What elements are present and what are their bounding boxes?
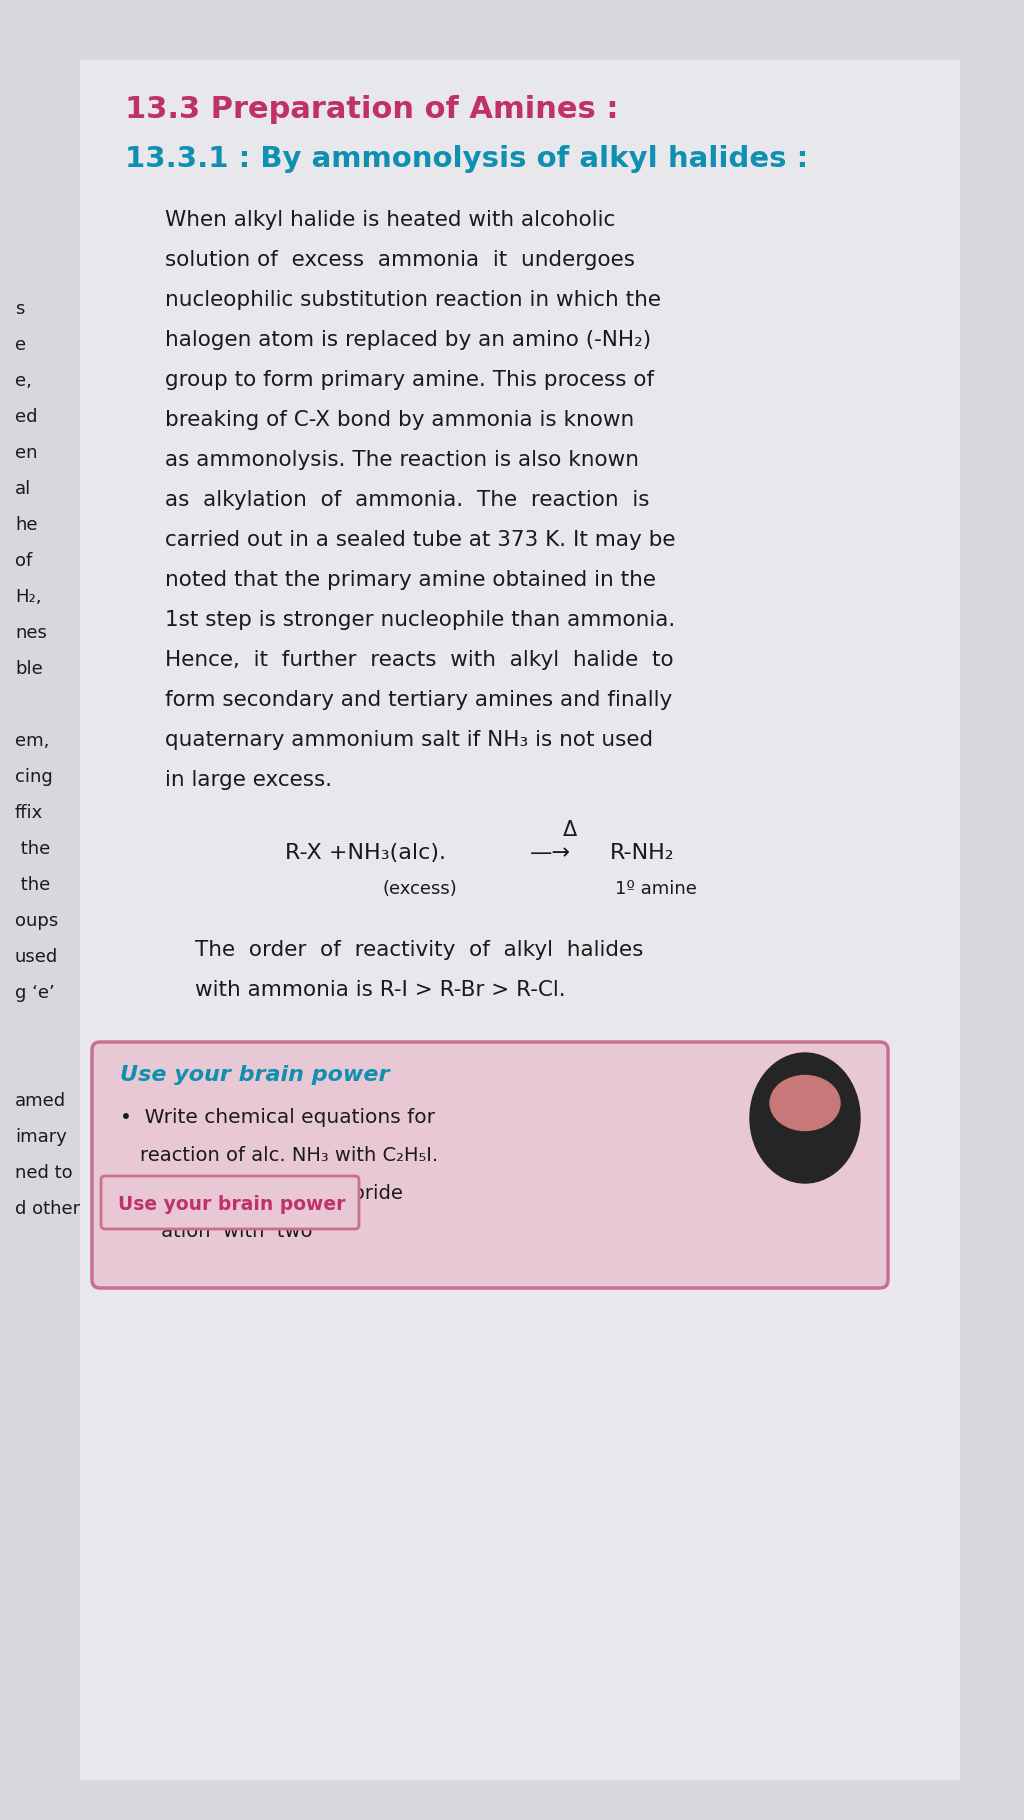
- Text: en: en: [15, 444, 38, 462]
- Text: Use your brain power: Use your brain power: [118, 1196, 345, 1214]
- Text: 1º amine: 1º amine: [615, 881, 697, 897]
- Text: •  Write chemical equations for: • Write chemical equations for: [120, 1108, 435, 1127]
- Text: The  order  of  reactivity  of  alkyl  halides: The order of reactivity of alkyl halides: [195, 939, 643, 959]
- Text: group to form primary amine. This process of: group to form primary amine. This proces…: [165, 369, 654, 389]
- Text: amed: amed: [15, 1092, 67, 1110]
- Text: ffix: ffix: [15, 804, 43, 823]
- Text: 13.3 Preparation of Amines :: 13.3 Preparation of Amines :: [125, 95, 618, 124]
- Text: of: of: [15, 551, 32, 570]
- Text: oups: oups: [15, 912, 58, 930]
- Text: g ‘e’: g ‘e’: [15, 985, 54, 1003]
- Text: form secondary and tertiary amines and finally: form secondary and tertiary amines and f…: [165, 690, 672, 710]
- Text: ation  with  two: ation with two: [130, 1221, 312, 1241]
- Text: Δ: Δ: [563, 821, 578, 841]
- Text: quaternary ammonium salt if NH₃ is not used: quaternary ammonium salt if NH₃ is not u…: [165, 730, 653, 750]
- Text: R-X +NH₃(alc).: R-X +NH₃(alc).: [285, 843, 446, 863]
- Text: ed: ed: [15, 408, 38, 426]
- FancyBboxPatch shape: [101, 1176, 359, 1228]
- Text: in large excess.: in large excess.: [165, 770, 332, 790]
- Text: ble: ble: [15, 661, 43, 679]
- Text: as  alkylation  of  ammonia.  The  reaction  is: as alkylation of ammonia. The reaction i…: [165, 490, 649, 510]
- Text: H₂,: H₂,: [15, 588, 42, 606]
- Text: 1.  lysis  of  benzyl  chloride: 1. lysis of benzyl chloride: [130, 1185, 402, 1203]
- Text: d other: d other: [15, 1199, 80, 1218]
- Text: em,: em,: [15, 732, 49, 750]
- Ellipse shape: [770, 1076, 840, 1130]
- Text: 13.3.1 : By ammonolysis of alkyl halides :: 13.3.1 : By ammonolysis of alkyl halides…: [125, 146, 808, 173]
- Text: Use your brain power: Use your brain power: [120, 1065, 389, 1085]
- FancyBboxPatch shape: [92, 1043, 888, 1289]
- Text: the: the: [15, 841, 50, 857]
- Text: e: e: [15, 337, 27, 355]
- Text: nes: nes: [15, 624, 47, 642]
- Text: breaking of C-X bond by ammonia is known: breaking of C-X bond by ammonia is known: [165, 410, 634, 430]
- Text: When alkyl halide is heated with alcoholic: When alkyl halide is heated with alcohol…: [165, 209, 615, 229]
- Text: e,: e,: [15, 371, 32, 389]
- Text: —→: —→: [530, 843, 571, 863]
- Text: ned to: ned to: [15, 1165, 73, 1181]
- Text: noted that the primary amine obtained in the: noted that the primary amine obtained in…: [165, 570, 656, 590]
- Text: he: he: [15, 517, 38, 533]
- Text: R-NH₂: R-NH₂: [610, 843, 675, 863]
- Text: al: al: [15, 480, 32, 499]
- Text: (excess): (excess): [383, 881, 458, 897]
- Ellipse shape: [750, 1054, 860, 1183]
- Text: solution of  excess  ammonia  it  undergoes: solution of excess ammonia it undergoes: [165, 249, 635, 269]
- Text: 1st step is stronger nucleophile than ammonia.: 1st step is stronger nucleophile than am…: [165, 610, 675, 630]
- Text: carried out in a sealed tube at 373 K. It may be: carried out in a sealed tube at 373 K. I…: [165, 530, 676, 550]
- Text: cing: cing: [15, 768, 53, 786]
- Text: nucleophilic substitution reaction in which the: nucleophilic substitution reaction in wh…: [165, 289, 662, 309]
- Text: halogen atom is replaced by an amino (-NH₂): halogen atom is replaced by an amino (-N…: [165, 329, 651, 349]
- Text: as ammonolysis. The reaction is also known: as ammonolysis. The reaction is also kno…: [165, 450, 639, 470]
- FancyBboxPatch shape: [80, 60, 961, 1780]
- Text: s: s: [15, 300, 25, 318]
- Text: the: the: [15, 875, 50, 894]
- Text: with ammonia is R-I > R-Br > R-Cl.: with ammonia is R-I > R-Br > R-Cl.: [195, 979, 565, 999]
- Text: used: used: [15, 948, 58, 966]
- Text: imary: imary: [15, 1128, 67, 1147]
- Text: reaction of alc. NH₃ with C₂H₅I.: reaction of alc. NH₃ with C₂H₅I.: [140, 1147, 438, 1165]
- Text: Hence,  it  further  reacts  with  alkyl  halide  to: Hence, it further reacts with alkyl hali…: [165, 650, 674, 670]
